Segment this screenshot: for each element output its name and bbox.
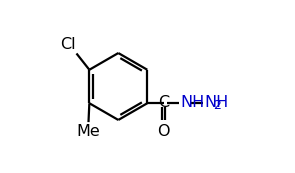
Text: NH: NH xyxy=(204,95,228,110)
Text: O: O xyxy=(157,124,170,139)
Text: Cl: Cl xyxy=(60,37,76,52)
Text: 2: 2 xyxy=(213,99,221,112)
Text: Me: Me xyxy=(77,124,100,139)
Text: C: C xyxy=(158,95,169,110)
Text: NH: NH xyxy=(180,95,204,110)
